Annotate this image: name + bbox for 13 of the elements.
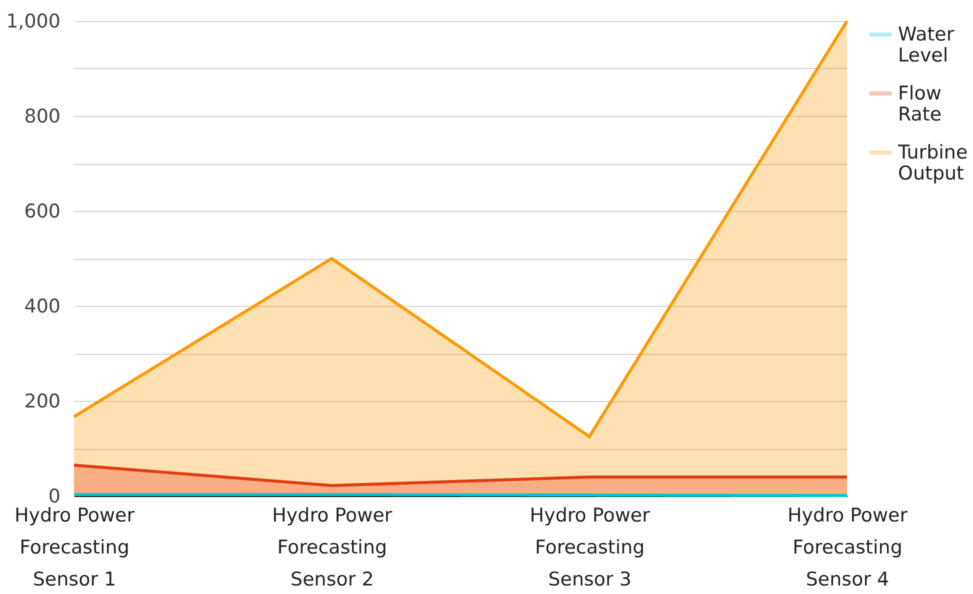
x-tick-label: Hydro Power Forecasting Sensor 1 (14, 504, 135, 590)
legend-label: Flow Rate (898, 82, 942, 126)
y-tick-label: 200 (24, 390, 60, 412)
legend-label: Turbine Output (897, 142, 968, 184)
x-tick-label: Hydro Power Forecasting Sensor 2 (272, 504, 392, 590)
legend-label: Water Level (898, 24, 954, 66)
y-tick-label: 1,000 (6, 10, 60, 32)
y-tick-label: 0 (48, 486, 60, 508)
x-tick-label: Hydro Power Forecasting Sensor 3 (530, 504, 650, 590)
y-tick-label: 800 (24, 106, 60, 128)
x-tick-label: Hydro Power Forecasting Sensor 4 (787, 504, 908, 590)
y-tick-label: 600 (24, 200, 60, 222)
y-tick-label: 400 (24, 296, 60, 318)
